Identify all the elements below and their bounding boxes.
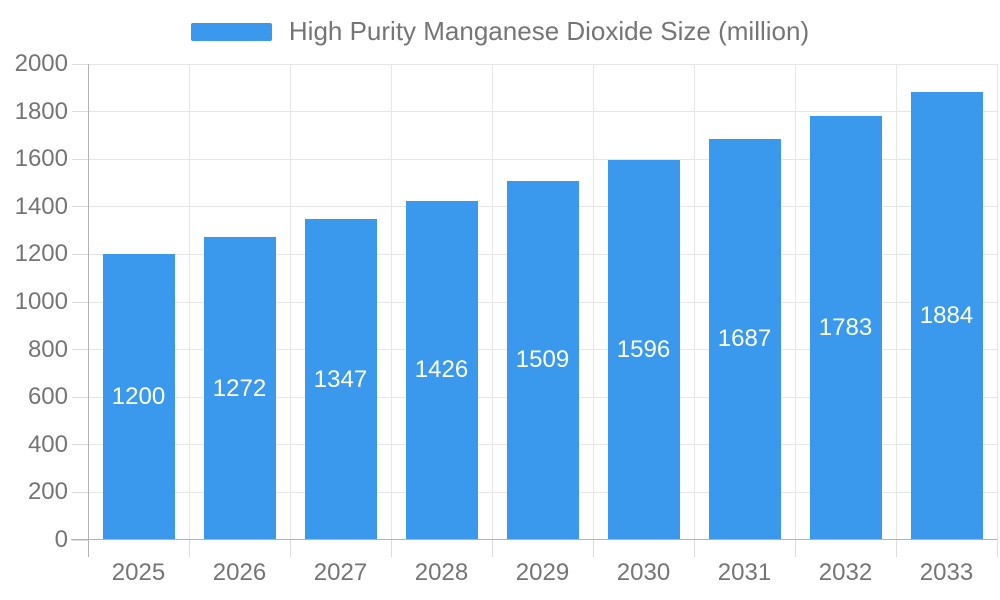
- x-axis-tick: [592, 540, 594, 557]
- legend-swatch-icon: [190, 22, 272, 41]
- y-axis-line: [88, 64, 89, 557]
- legend[interactable]: High Purity Manganese Dioxide Size (mill…: [0, 16, 1000, 47]
- y-axis-tick-label: 1000: [14, 288, 68, 315]
- y-axis-tick: [72, 349, 88, 351]
- x-axis-tick-label: 2033: [919, 559, 974, 586]
- bar[interactable]: 1596: [607, 160, 680, 540]
- y-axis-tick-label: 400: [27, 430, 68, 458]
- y-axis-tick-label: 200: [27, 478, 68, 506]
- gridline-vertical: [390, 64, 392, 540]
- y-axis-tick-label: 800: [27, 335, 68, 363]
- x-axis-tick-label: 2031: [717, 559, 772, 586]
- gridline-horizontal: [88, 111, 997, 113]
- y-axis-tick-label: 1400: [14, 192, 68, 220]
- y-axis-tick: [72, 206, 88, 208]
- plot-area: 0 200 400 600 800 1000 1200 1400 1600 1800 2000 120…: [15, 50, 998, 586]
- y-axis-tick-label: 2000: [14, 50, 68, 77]
- y-axis-tick: [72, 111, 88, 113]
- bar-value-label: 1426: [414, 356, 469, 384]
- y-axis-tick-label: 1800: [14, 97, 68, 125]
- x-axis-tick: [390, 540, 392, 557]
- y-axis-tick: [72, 301, 88, 303]
- gridline-horizontal: [88, 63, 997, 65]
- x-axis-tick-label: 2025: [111, 559, 166, 586]
- y-axis-tick: [72, 63, 88, 65]
- bar[interactable]: 1783: [809, 115, 882, 540]
- bar[interactable]: 1272: [203, 237, 276, 540]
- gridline-vertical: [188, 64, 190, 540]
- bar-value-label: 1884: [919, 301, 974, 329]
- bar-value-label: 1509: [515, 346, 570, 374]
- x-axis-tick-label: 2030: [616, 559, 671, 586]
- y-axis-tick-label: 600: [27, 383, 68, 411]
- bar-value-label: 1596: [616, 336, 671, 364]
- gridline-vertical: [794, 64, 796, 540]
- bar[interactable]: 1884: [910, 91, 983, 540]
- gridline-vertical: [693, 64, 695, 540]
- x-axis-line: [71, 539, 997, 540]
- bar-value-label: 1200: [111, 383, 166, 411]
- bar[interactable]: 1687: [708, 138, 781, 540]
- x-axis-tick: [794, 540, 796, 557]
- x-axis-tick: [289, 540, 291, 557]
- x-axis-tick: [693, 540, 695, 557]
- bar[interactable]: 1509: [506, 180, 579, 540]
- legend-label: High Purity Manganese Dioxide Size (mill…: [288, 16, 810, 46]
- y-axis-tick: [72, 491, 88, 493]
- bar-value-label: 1347: [313, 365, 368, 393]
- bar[interactable]: 1200: [102, 254, 175, 540]
- x-axis-tick-label: 2029: [515, 559, 570, 586]
- x-axis-tick: [188, 540, 190, 557]
- bar-value-label: 1272: [212, 374, 267, 402]
- y-axis-tick: [72, 539, 88, 541]
- y-axis-tick: [72, 396, 88, 398]
- bar[interactable]: 1347: [304, 219, 377, 540]
- gridline-vertical: [289, 64, 291, 540]
- x-axis-tick-label: 2026: [212, 559, 267, 586]
- bar-value-label: 1687: [717, 325, 772, 353]
- gridline-vertical: [592, 64, 594, 540]
- gridline-vertical: [491, 64, 493, 540]
- x-axis-tick: [996, 540, 998, 557]
- y-axis-tick-label: 1200: [14, 240, 68, 268]
- x-axis-tick: [895, 540, 897, 557]
- gridline-vertical: [996, 64, 998, 540]
- x-axis-tick-label: 2028: [414, 559, 469, 586]
- x-axis-tick-label: 2032: [818, 559, 873, 586]
- gridline-horizontal: [88, 158, 997, 160]
- bar[interactable]: 1426: [405, 200, 478, 540]
- bar-value-label: 1783: [818, 313, 873, 341]
- x-axis-tick: [491, 540, 493, 557]
- y-axis-tick-label: 1600: [14, 145, 68, 173]
- y-axis-tick: [72, 253, 88, 255]
- gridline-vertical: [895, 64, 897, 540]
- y-axis-tick: [72, 444, 88, 446]
- y-axis-tick: [72, 158, 88, 160]
- x-axis-tick-label: 2027: [313, 559, 368, 586]
- y-axis-tick-label: 0: [54, 526, 68, 553]
